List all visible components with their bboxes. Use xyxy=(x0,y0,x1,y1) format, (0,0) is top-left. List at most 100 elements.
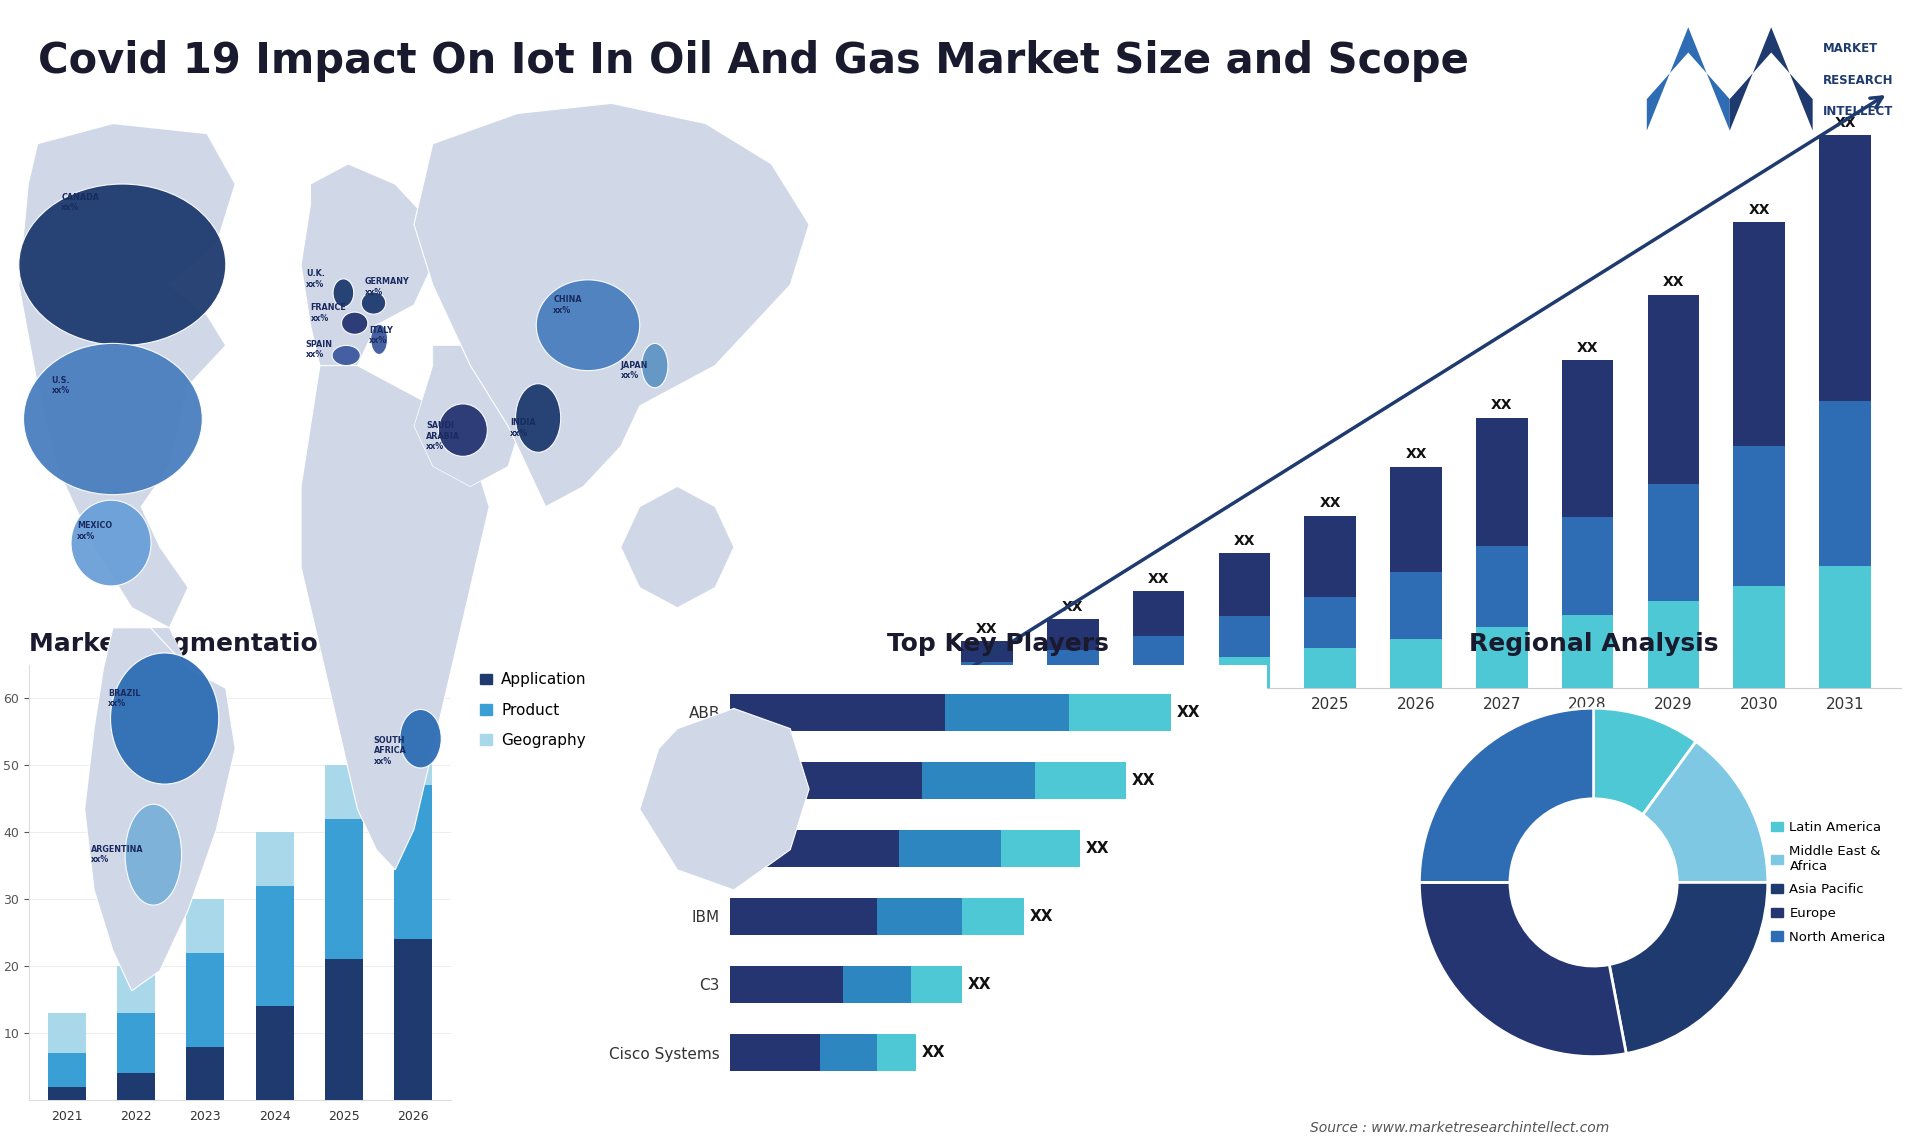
Polygon shape xyxy=(19,124,234,628)
Text: XX: XX xyxy=(1029,909,1052,924)
Text: JAPAN
xx%: JAPAN xx% xyxy=(620,361,649,380)
Bar xyxy=(324,766,363,818)
Polygon shape xyxy=(84,628,234,991)
Text: MEXICO
xx%: MEXICO xx% xyxy=(77,521,111,541)
Bar xyxy=(1390,466,1442,572)
Polygon shape xyxy=(639,708,808,890)
Bar xyxy=(48,1086,86,1100)
Bar xyxy=(1647,295,1699,484)
Text: XX: XX xyxy=(1492,398,1513,413)
Text: RESEARCH: RESEARCH xyxy=(1824,73,1893,87)
Text: ITALY
xx%: ITALY xx% xyxy=(369,325,394,345)
Ellipse shape xyxy=(536,280,639,370)
Wedge shape xyxy=(1594,708,1695,815)
Bar xyxy=(255,832,294,886)
Text: CANADA
xx%: CANADA xx% xyxy=(61,193,100,212)
Text: BRAZIL
xx%: BRAZIL xx% xyxy=(108,689,140,708)
Bar xyxy=(48,1053,86,1086)
Bar xyxy=(945,693,1069,731)
Text: MARKET: MARKET xyxy=(1824,42,1878,55)
Bar xyxy=(1390,572,1442,638)
Bar xyxy=(922,762,1035,799)
Ellipse shape xyxy=(361,292,386,314)
Text: XX: XX xyxy=(1834,116,1857,129)
Polygon shape xyxy=(620,487,733,607)
Text: U.K.
xx%: U.K. xx% xyxy=(305,269,324,289)
Bar xyxy=(1133,591,1185,636)
Text: XX: XX xyxy=(1319,496,1340,510)
Bar xyxy=(186,1046,225,1100)
Bar xyxy=(962,676,1012,688)
Text: SPAIN
xx%: SPAIN xx% xyxy=(305,339,332,359)
Text: GERMANY
xx%: GERMANY xx% xyxy=(365,277,409,297)
Text: XX: XX xyxy=(1235,534,1256,548)
Text: U.S.
xx%: U.S. xx% xyxy=(52,376,71,395)
Bar xyxy=(1647,601,1699,688)
Ellipse shape xyxy=(332,278,353,307)
Text: XX: XX xyxy=(1749,203,1770,217)
Text: SOUTH
AFRICA
xx%: SOUTH AFRICA xx% xyxy=(374,736,407,766)
Ellipse shape xyxy=(125,804,182,905)
Bar xyxy=(962,642,1012,662)
Title: Regional Analysis: Regional Analysis xyxy=(1469,631,1718,656)
Bar xyxy=(1820,566,1870,688)
Bar xyxy=(899,830,1000,868)
Ellipse shape xyxy=(71,500,152,586)
Bar xyxy=(730,693,945,731)
Text: XX: XX xyxy=(968,978,991,992)
Ellipse shape xyxy=(342,312,369,335)
Bar xyxy=(394,785,432,940)
Bar xyxy=(117,966,156,1013)
Text: Covid 19 Impact On Iot In Oil And Gas Market Size and Scope: Covid 19 Impact On Iot In Oil And Gas Ma… xyxy=(38,40,1469,83)
Bar xyxy=(1561,615,1613,688)
Text: XX: XX xyxy=(1148,572,1169,586)
Bar xyxy=(1561,517,1613,615)
Bar xyxy=(1046,619,1098,650)
Bar xyxy=(877,1034,916,1072)
Text: XX: XX xyxy=(1177,705,1200,720)
Text: XX: XX xyxy=(1576,340,1597,355)
Bar xyxy=(394,725,432,785)
Bar xyxy=(1734,222,1786,446)
Bar xyxy=(910,966,962,1003)
Polygon shape xyxy=(1647,28,1730,131)
Ellipse shape xyxy=(19,185,227,345)
Bar xyxy=(1476,547,1528,628)
Text: ARGENTINA
xx%: ARGENTINA xx% xyxy=(92,845,144,864)
Text: INDIA
xx%: INDIA xx% xyxy=(511,418,536,438)
Bar xyxy=(1035,762,1125,799)
Polygon shape xyxy=(415,345,526,487)
Wedge shape xyxy=(1419,708,1594,882)
Ellipse shape xyxy=(399,709,442,768)
Bar xyxy=(1476,418,1528,547)
Polygon shape xyxy=(123,628,188,708)
Bar xyxy=(255,886,294,1006)
Text: XX: XX xyxy=(975,622,998,636)
Text: XX: XX xyxy=(1131,772,1156,787)
Bar xyxy=(1046,670,1098,688)
Bar xyxy=(1304,649,1356,688)
Ellipse shape xyxy=(23,344,202,495)
Bar xyxy=(324,959,363,1100)
Legend: Application, Product, Geography: Application, Product, Geography xyxy=(480,673,588,748)
Ellipse shape xyxy=(332,345,361,366)
Text: Market Segmentation: Market Segmentation xyxy=(29,631,336,656)
Text: XX: XX xyxy=(1405,447,1427,461)
Text: INTELLECT: INTELLECT xyxy=(1824,105,1893,118)
Bar xyxy=(730,830,899,868)
Bar xyxy=(1219,617,1271,657)
Ellipse shape xyxy=(516,384,561,453)
Bar xyxy=(1647,484,1699,601)
Bar xyxy=(730,1034,820,1072)
Ellipse shape xyxy=(111,653,219,784)
Bar xyxy=(255,1006,294,1100)
Wedge shape xyxy=(1609,882,1768,1053)
Bar xyxy=(1219,657,1271,688)
Bar xyxy=(1561,361,1613,517)
Bar xyxy=(820,1034,877,1072)
Ellipse shape xyxy=(371,324,388,354)
Bar xyxy=(1476,628,1528,688)
Text: XX: XX xyxy=(922,1045,945,1060)
Bar xyxy=(1304,597,1356,649)
Wedge shape xyxy=(1644,741,1768,882)
